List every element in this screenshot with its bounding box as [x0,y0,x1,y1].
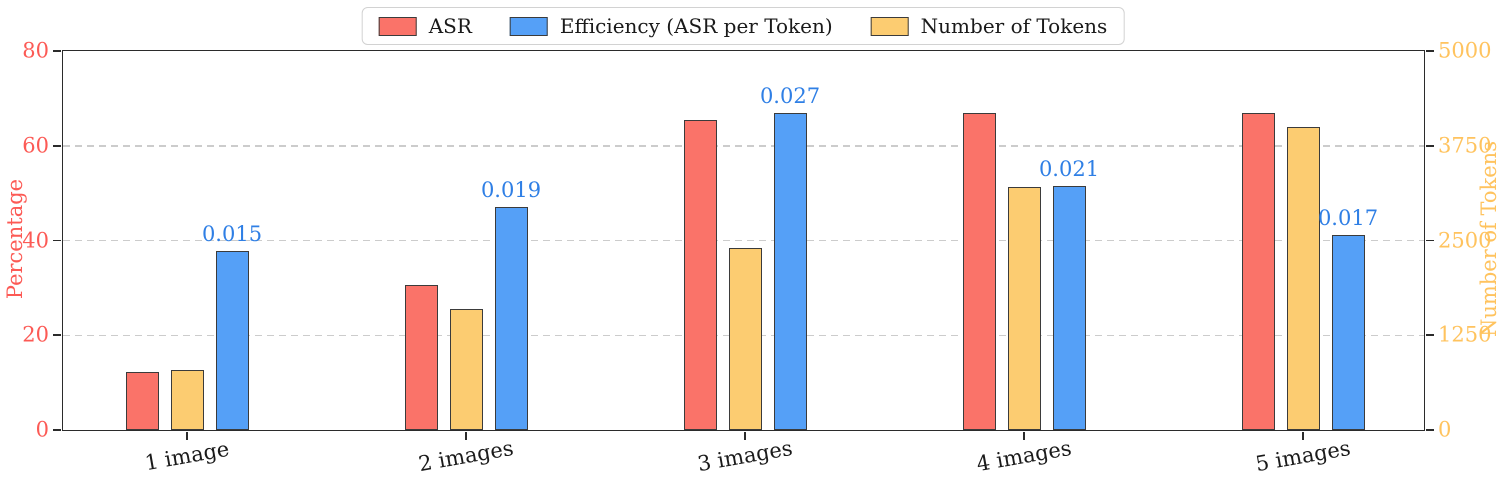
efficiency-value-label: 0.027 [759,83,821,108]
bar-tokens [1286,126,1320,430]
efficiency-value-label: 0.015 [201,222,263,247]
y-axis-tick-label-right: 3750 [1438,133,1492,158]
legend-swatch [870,16,909,36]
y-axis-tick-left [53,334,61,337]
y-axis-tick-label-right: 5000 [1438,38,1492,63]
legend-item-label: Efficiency (ASR per Token) [559,14,833,38]
y-axis-tick-right [1426,429,1434,431]
y-axis-tick-label-left: 0 [35,417,49,442]
legend-swatch [509,16,548,36]
x-axis-tick-label: 5 images [1253,435,1353,477]
legend-item: Number of Tokens [870,14,1108,38]
x-axis-tick-label: 4 images [974,435,1074,477]
bar-efficiency [494,207,528,430]
bar-asr [683,119,717,430]
gridline [63,145,1424,147]
y-axis-tick-label-left: 60 [22,133,49,158]
legend-item-label: Number of Tokens [920,14,1108,38]
y-axis-tick-right [1426,144,1434,147]
y-axis-tick-right [1426,50,1434,52]
legend: ASR Efficiency (ASR per Token) Number of T… [361,7,1125,45]
bar-asr [125,371,159,430]
legend-swatch [378,16,417,36]
y-axis-label-right: Number of Tokens [1477,141,1501,337]
x-axis-tick [744,432,746,440]
x-axis-tick [465,432,467,440]
y-axis-tick-right [1426,239,1434,242]
x-axis-tick-label: 1 image [143,436,231,476]
plot-area: 0 20 40 60 80 0 1250 2500 3750 5000 0.015 1 image 0.… [22,39,1491,477]
legend-item: ASR [378,14,472,38]
y-axis-tick-left [53,50,61,52]
bar-tokens [170,370,204,430]
bar-efficiency [215,251,249,430]
y-axis-tick-right [1426,334,1434,337]
bar-tokens [449,308,483,430]
x-axis-tick [1302,432,1304,440]
efficiency-value-label: 0.017 [1317,205,1379,230]
bar-efficiency [773,112,807,430]
y-axis-tick-label-left: 40 [22,228,49,253]
y-axis-tick-left [53,429,61,431]
legend-item: Efficiency (ASR per Token) [509,14,833,38]
bar-asr [1241,112,1275,430]
bar-asr [962,112,996,430]
y-axis-tick-left [53,239,61,242]
efficiency-value-label: 0.019 [480,178,542,203]
x-axis-tick-label: 2 images [416,435,516,477]
y-axis-tick-label-left: 80 [22,38,49,63]
efficiency-value-label: 0.021 [1038,157,1100,182]
bar-tokens [728,248,762,430]
gridline [63,239,1424,242]
bar-tokens [1007,187,1041,430]
bar-efficiency [1052,186,1086,430]
x-axis-tick [186,432,188,440]
x-axis-tick-label: 3 images [695,435,795,477]
legend-item-label: ASR [428,14,472,38]
y-axis-tick-left [53,144,61,147]
y-axis-tick-label-right: 1250 [1438,322,1492,347]
bar-asr [404,284,438,430]
y-axis-label-left: Percentage [3,178,27,300]
y-axis-tick-label-left: 20 [22,322,49,347]
bar-efficiency [1331,234,1365,430]
y-axis-tick-label-right: 2500 [1438,228,1492,253]
x-axis-tick [1023,432,1025,440]
y-axis-tick-label-right: 0 [1438,417,1452,442]
